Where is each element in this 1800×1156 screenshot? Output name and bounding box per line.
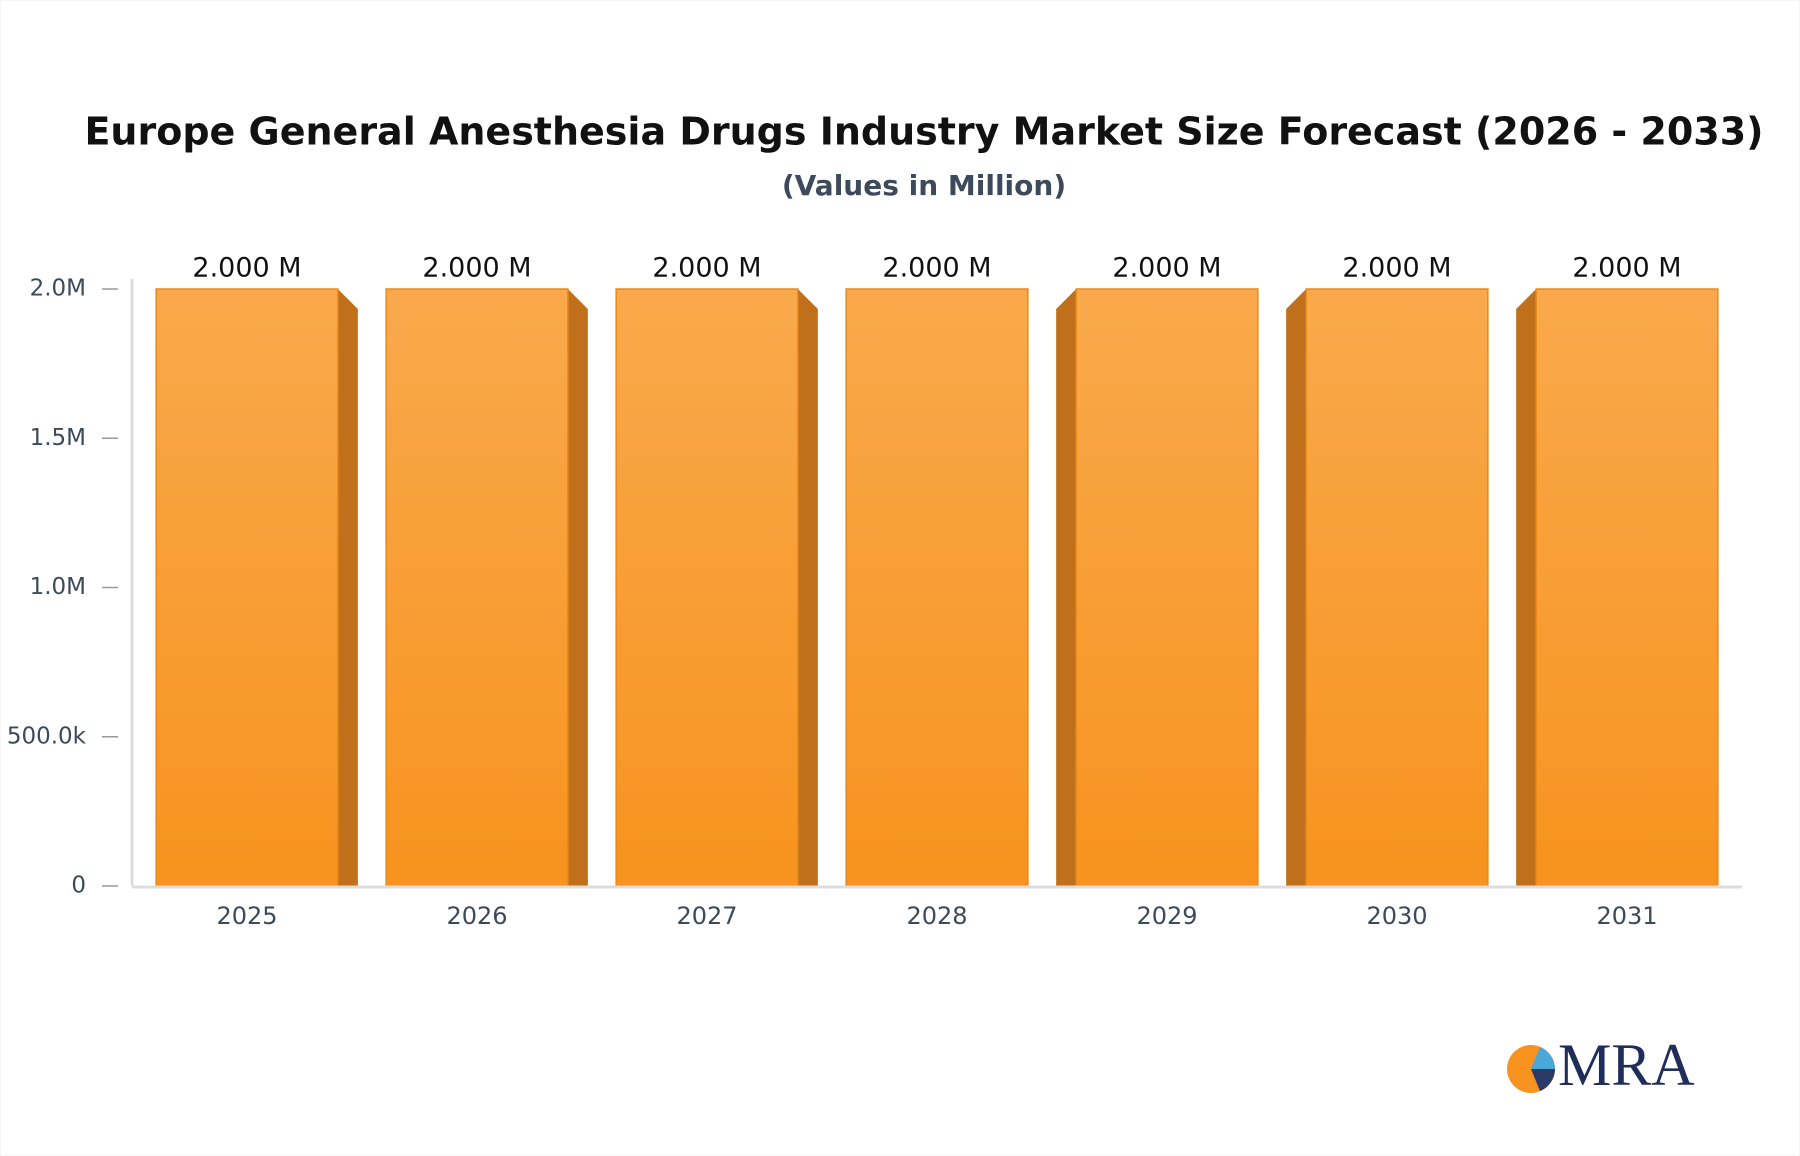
bar-side xyxy=(337,289,358,886)
value-label: 2.000 M xyxy=(422,253,531,284)
y-tick-label: 500.0k xyxy=(7,723,87,749)
bar xyxy=(385,288,569,887)
x-tick-label: 2027 xyxy=(676,902,737,930)
bar-side xyxy=(1056,289,1077,886)
y-tick-label: 1.5M xyxy=(30,425,86,451)
value-label: 2.000 M xyxy=(192,253,301,284)
y-tick-label: 1.0M xyxy=(30,574,86,600)
bar-side xyxy=(1516,289,1537,886)
bar xyxy=(615,288,799,887)
chart-subtitle: (Values in Million) xyxy=(782,169,1066,202)
value-label: 2.000 M xyxy=(652,253,761,284)
y-tick-label: 2.0M xyxy=(30,276,86,302)
bar xyxy=(1535,288,1719,887)
chart-title: Europe General Anesthesia Drugs Industry… xyxy=(84,110,1763,154)
x-tick-label: 2030 xyxy=(1366,902,1427,930)
value-label: 2.000 M xyxy=(882,253,991,284)
logo: MRA xyxy=(1507,1032,1695,1098)
bar xyxy=(1075,288,1259,887)
x-tick-label: 2026 xyxy=(446,902,507,930)
bar-side xyxy=(1286,289,1307,886)
logo-text: MRA xyxy=(1558,1032,1695,1098)
bar-side xyxy=(797,289,818,886)
bar xyxy=(155,288,339,887)
value-label: 2.000 M xyxy=(1112,253,1221,284)
x-tick-label: 2025 xyxy=(216,902,277,930)
logo-icon-wedge xyxy=(1531,1069,1555,1091)
value-label: 2.000 M xyxy=(1342,253,1451,284)
bar xyxy=(845,288,1029,887)
logo-icon-wedge xyxy=(1531,1047,1555,1069)
bar-side xyxy=(567,289,588,886)
x-tick-label: 2028 xyxy=(906,902,967,930)
bar xyxy=(1305,288,1489,887)
y-tick-label: 0 xyxy=(71,873,86,899)
x-tick-label: 2029 xyxy=(1136,902,1197,930)
x-tick-label: 2031 xyxy=(1596,902,1657,930)
value-label: 2.000 M xyxy=(1572,253,1681,284)
